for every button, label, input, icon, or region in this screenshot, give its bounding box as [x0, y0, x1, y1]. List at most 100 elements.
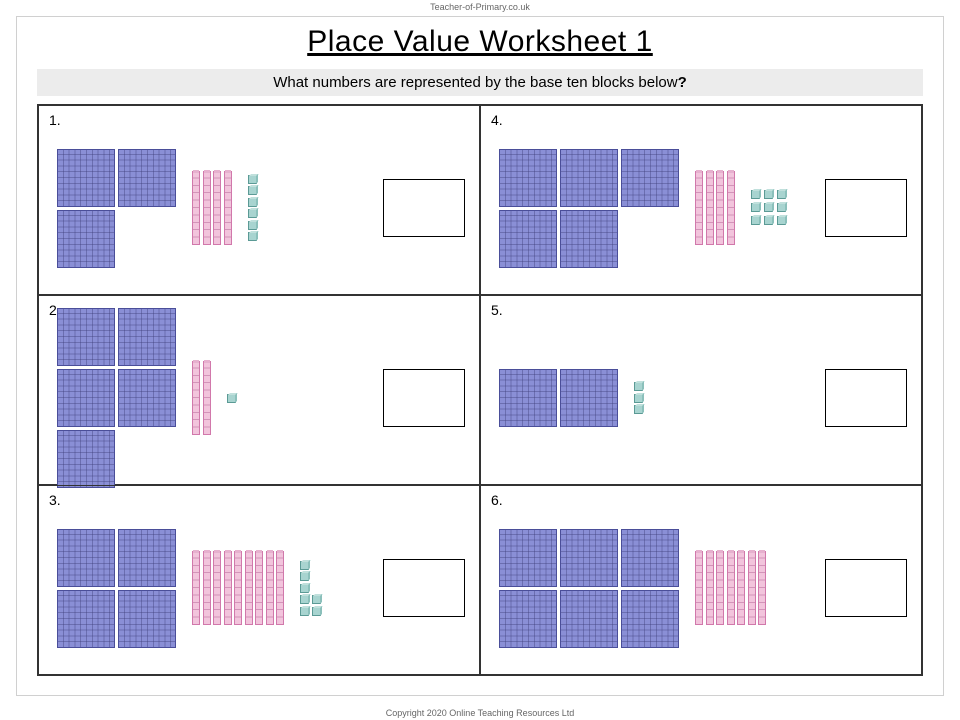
ones-group: [751, 190, 788, 227]
ten-rod: [748, 551, 756, 625]
source-header: Teacher-of-Primary.co.uk: [0, 2, 960, 12]
ten-rod: [716, 551, 724, 625]
tens-group: [192, 361, 211, 435]
hundred-block: [499, 149, 557, 207]
hundred-block: [621, 149, 679, 207]
instruction-text: What numbers are represented by the base…: [273, 74, 677, 91]
tens-group: [695, 171, 735, 245]
ten-rod: [758, 551, 766, 625]
one-cube: [751, 190, 760, 199]
ten-rod: [245, 551, 253, 625]
one-cube: [751, 216, 760, 225]
question-number: 1.: [49, 112, 61, 128]
hundred-block: [560, 369, 618, 427]
hundred-block: [499, 590, 557, 648]
one-cube: [227, 394, 236, 403]
one-cube: [777, 216, 786, 225]
one-cube: [764, 203, 773, 212]
ten-rod: [695, 171, 703, 245]
answer-box[interactable]: [383, 179, 465, 237]
tens-group: [192, 171, 232, 245]
hundreds-group: [57, 308, 176, 488]
hundred-block: [118, 369, 176, 427]
ones-group: [227, 394, 236, 403]
hundred-block: [118, 308, 176, 366]
blocks-area: [57, 320, 471, 476]
ten-rod: [737, 551, 745, 625]
instruction-qmark: ?: [678, 74, 687, 91]
question-number: 4.: [491, 112, 503, 128]
one-cube: [634, 394, 643, 403]
problem-grid: 1.4.2.5.3.6.: [37, 104, 923, 676]
one-cube: [634, 382, 643, 391]
ten-rod: [727, 551, 735, 625]
hundred-block: [560, 529, 618, 587]
answer-box[interactable]: [825, 369, 907, 427]
answer-box[interactable]: [825, 179, 907, 237]
one-cube: [312, 607, 321, 616]
hundreds-group: [499, 149, 679, 268]
hundreds-group: [57, 529, 176, 648]
ten-rod: [192, 551, 200, 625]
hundred-block: [560, 590, 618, 648]
ten-rod: [203, 171, 211, 245]
question-number: 5.: [491, 302, 503, 318]
one-cube: [777, 190, 786, 199]
one-cube: [248, 221, 257, 230]
tens-group: [695, 551, 766, 625]
hundred-block: [57, 590, 115, 648]
tens-group: [192, 551, 284, 625]
ten-rod: [706, 171, 714, 245]
hundred-block: [118, 149, 176, 207]
hundred-block: [57, 430, 115, 488]
blocks-area: [499, 130, 913, 286]
blocks-area: [499, 510, 913, 666]
one-cube: [300, 561, 309, 570]
problem-cell: 5.: [480, 295, 922, 485]
ten-rod: [266, 551, 274, 625]
answer-box[interactable]: [383, 559, 465, 617]
one-cube: [300, 572, 309, 581]
one-cube: [248, 209, 257, 218]
ten-rod: [706, 551, 714, 625]
ten-rod: [695, 551, 703, 625]
blocks-area: [57, 130, 471, 286]
blocks-area: [499, 320, 913, 476]
problem-cell: 1.: [38, 105, 480, 295]
ten-rod: [224, 551, 232, 625]
one-cube: [300, 607, 309, 616]
hundred-block: [499, 369, 557, 427]
answer-box[interactable]: [825, 559, 907, 617]
one-cube: [248, 175, 257, 184]
problem-cell: 4.: [480, 105, 922, 295]
ones-group: [248, 175, 257, 242]
ten-rod: [203, 361, 211, 435]
copyright-footer: Copyright 2020 Online Teaching Resources…: [0, 708, 960, 718]
ten-rod: [192, 361, 200, 435]
hundred-block: [621, 529, 679, 587]
ten-rod: [224, 171, 232, 245]
worksheet-page: Place Value Worksheet 1 What numbers are…: [16, 16, 944, 696]
hundred-block: [57, 210, 115, 268]
hundred-block: [560, 149, 618, 207]
one-cube: [751, 203, 760, 212]
one-cube: [777, 203, 786, 212]
answer-box[interactable]: [383, 369, 465, 427]
hundred-block: [118, 590, 176, 648]
one-cube: [248, 198, 257, 207]
page-title: Place Value Worksheet 1: [17, 25, 943, 59]
hundred-block: [57, 149, 115, 207]
ten-rod: [276, 551, 284, 625]
ones-group: [634, 382, 643, 414]
hundred-block: [57, 369, 115, 427]
problem-cell: 3.: [38, 485, 480, 675]
one-cube: [300, 595, 309, 604]
hundred-block: [57, 529, 115, 587]
ten-rod: [234, 551, 242, 625]
ten-rod: [255, 551, 263, 625]
ten-rod: [203, 551, 211, 625]
ten-rod: [213, 551, 221, 625]
one-cube: [634, 405, 643, 414]
one-cube: [764, 216, 773, 225]
ten-rod: [213, 171, 221, 245]
